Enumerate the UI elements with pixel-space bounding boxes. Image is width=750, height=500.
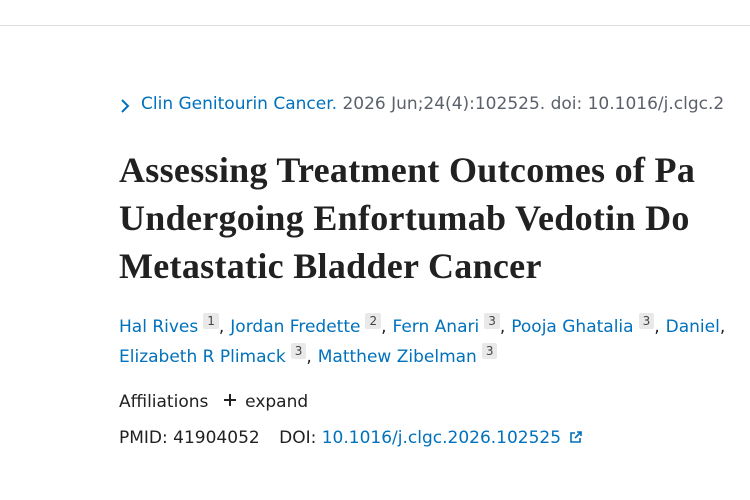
doi-link[interactable]: 10.1016/j.clgc.2026.102525 [321,428,562,448]
author-name[interactable]: Matthew Zibelman [317,347,477,367]
author-list: Hal Rives 1, Jordan Fredette 2, Fern Anari 3,… [119,312,731,372]
affiliation-number[interactable]: 3 [481,343,498,359]
header-divider [0,25,750,26]
affiliation-number[interactable]: 3 [290,343,307,359]
author-name[interactable]: Fern Anari [392,317,480,337]
author-line: Elizabeth R Plimack 3, Matthew Zibelman 3 [119,342,731,372]
identifiers: PMID: 41904052 DOI: 10.1016/j.clgc.2026.… [119,428,583,448]
title-line: Metastatic Bladder Cancer [119,246,542,286]
affiliations-label: Affiliations [119,392,209,412]
separator: , [381,317,387,337]
separator: , [719,317,726,337]
article-header: Clin Genitourin Cancer. 2026 Jun;24(4):1… [119,0,750,500]
separator: , [499,317,506,337]
affiliations: Affiliations expand [119,392,308,412]
expand-button[interactable]: expand [245,392,309,412]
author-name[interactable]: Elizabeth R Plimack [119,347,286,367]
separator: , [654,317,660,337]
citation-details: 2026 Jun;24(4):102525. doi: 10.1016/j.cl… [342,94,725,114]
title-line: Undergoing Enfortumab Vedotin Do [119,198,690,238]
author-line: Hal Rives 1, Jordan Fredette 2, Fern Anari 3,… [119,312,731,342]
pmid: 41904052 [173,428,260,448]
affiliation-number[interactable]: 2 [365,313,382,329]
title-line: Assessing Treatment Outcomes of Pa [119,150,696,190]
author-name[interactable]: Jordan Fredette [230,317,361,337]
chevron-icon [121,99,130,113]
affiliation-number[interactable]: 3 [638,313,655,329]
affiliation-number[interactable]: 1 [203,313,219,329]
separator: , [218,317,225,337]
author-name[interactable]: Hal Rives [119,317,199,337]
author-name[interactable]: Daniel [665,317,720,337]
article-title: Assessing Treatment Outcomes of Pa Underg… [119,146,695,290]
pmid-label: PMID: [119,428,168,448]
author-name[interactable]: Pooja Ghatalia [511,317,634,337]
affiliation-number[interactable]: 3 [484,313,500,329]
journal-link[interactable]: Clin Genitourin Cancer. [141,94,338,114]
separator: , [306,347,312,367]
citation: Clin Genitourin Cancer. 2026 Jun;24(4):1… [141,94,724,114]
doi-label: DOI: [279,428,317,448]
plus-icon[interactable] [222,393,238,407]
external-link-icon[interactable] [569,430,583,444]
